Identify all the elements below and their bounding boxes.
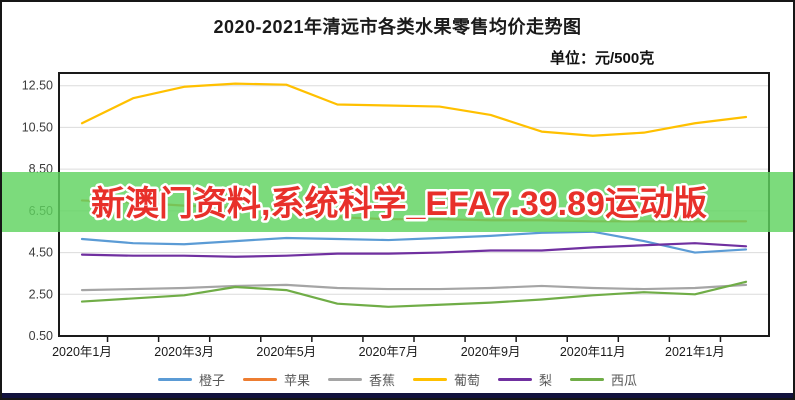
series-line-香蕉 <box>80 283 748 292</box>
unit-label: 单位：元/500克 <box>550 50 655 67</box>
x-tick-label: 2020年7月 <box>359 345 419 359</box>
x-tick-label: 2020年11月 <box>560 345 626 359</box>
watermark-banner-text-svg: 新澳门资料,系统科学_EFA7.39.89运动版 <box>89 182 710 226</box>
legend-line-swatch <box>327 378 362 381</box>
x-tick-label: 2021年1月 <box>665 345 725 359</box>
chart-legend: 橙子 苹果 香蕉 葡萄 梨 西瓜 <box>2 370 793 389</box>
x-tick-label: 2020年9月 <box>461 345 521 359</box>
x-tick-label: 2020年3月 <box>154 345 214 359</box>
series-line-西瓜 <box>80 280 748 308</box>
legend-line-swatch <box>242 378 277 381</box>
watermark-banner: 新澳门资料,系统科学_EFA7.39.89运动版 <box>2 172 793 232</box>
page-title: 2020-2021年清远市各类水果零售均价走势图 <box>213 17 582 37</box>
legend-label: 西瓜 <box>611 373 638 388</box>
y-tick-label: 12.50 <box>22 79 53 93</box>
y-tick-label: 0.50 <box>29 329 53 343</box>
legend-label: 香蕉 <box>368 373 395 388</box>
y-tick-label: 4.50 <box>29 246 53 260</box>
legend-line-swatch <box>498 378 533 381</box>
y-tick-label: 10.50 <box>22 120 53 134</box>
series-line-橙子 <box>80 230 748 254</box>
x-tick-label: 2020年1月 <box>52 345 112 359</box>
legend-item: 香蕉 <box>327 370 395 389</box>
series-line-葡萄 <box>80 82 748 137</box>
legend-item: 葡萄 <box>413 370 480 389</box>
legend-label: 苹果 <box>283 373 310 388</box>
y-tick-label: 2.50 <box>29 287 53 301</box>
watermark-text: 新澳门资料,系统科学_EFA7.39.89运动版 <box>91 184 707 223</box>
legend-line-swatch <box>157 378 192 381</box>
legend-item: 苹果 <box>242 370 310 389</box>
series-line-梨 <box>80 242 748 258</box>
legend-item: 梨 <box>498 370 552 389</box>
legend-item: 橙子 <box>157 370 225 389</box>
legend-line-swatch <box>570 378 605 381</box>
legend-label: 葡萄 <box>454 373 481 388</box>
legend-label: 橙子 <box>198 373 225 388</box>
legend-item: 西瓜 <box>570 370 637 389</box>
x-tick-label: 2020年5月 <box>256 345 316 359</box>
bottom-border-bar <box>2 393 793 398</box>
legend-line-swatch <box>413 378 447 381</box>
legend-label: 梨 <box>539 373 553 388</box>
